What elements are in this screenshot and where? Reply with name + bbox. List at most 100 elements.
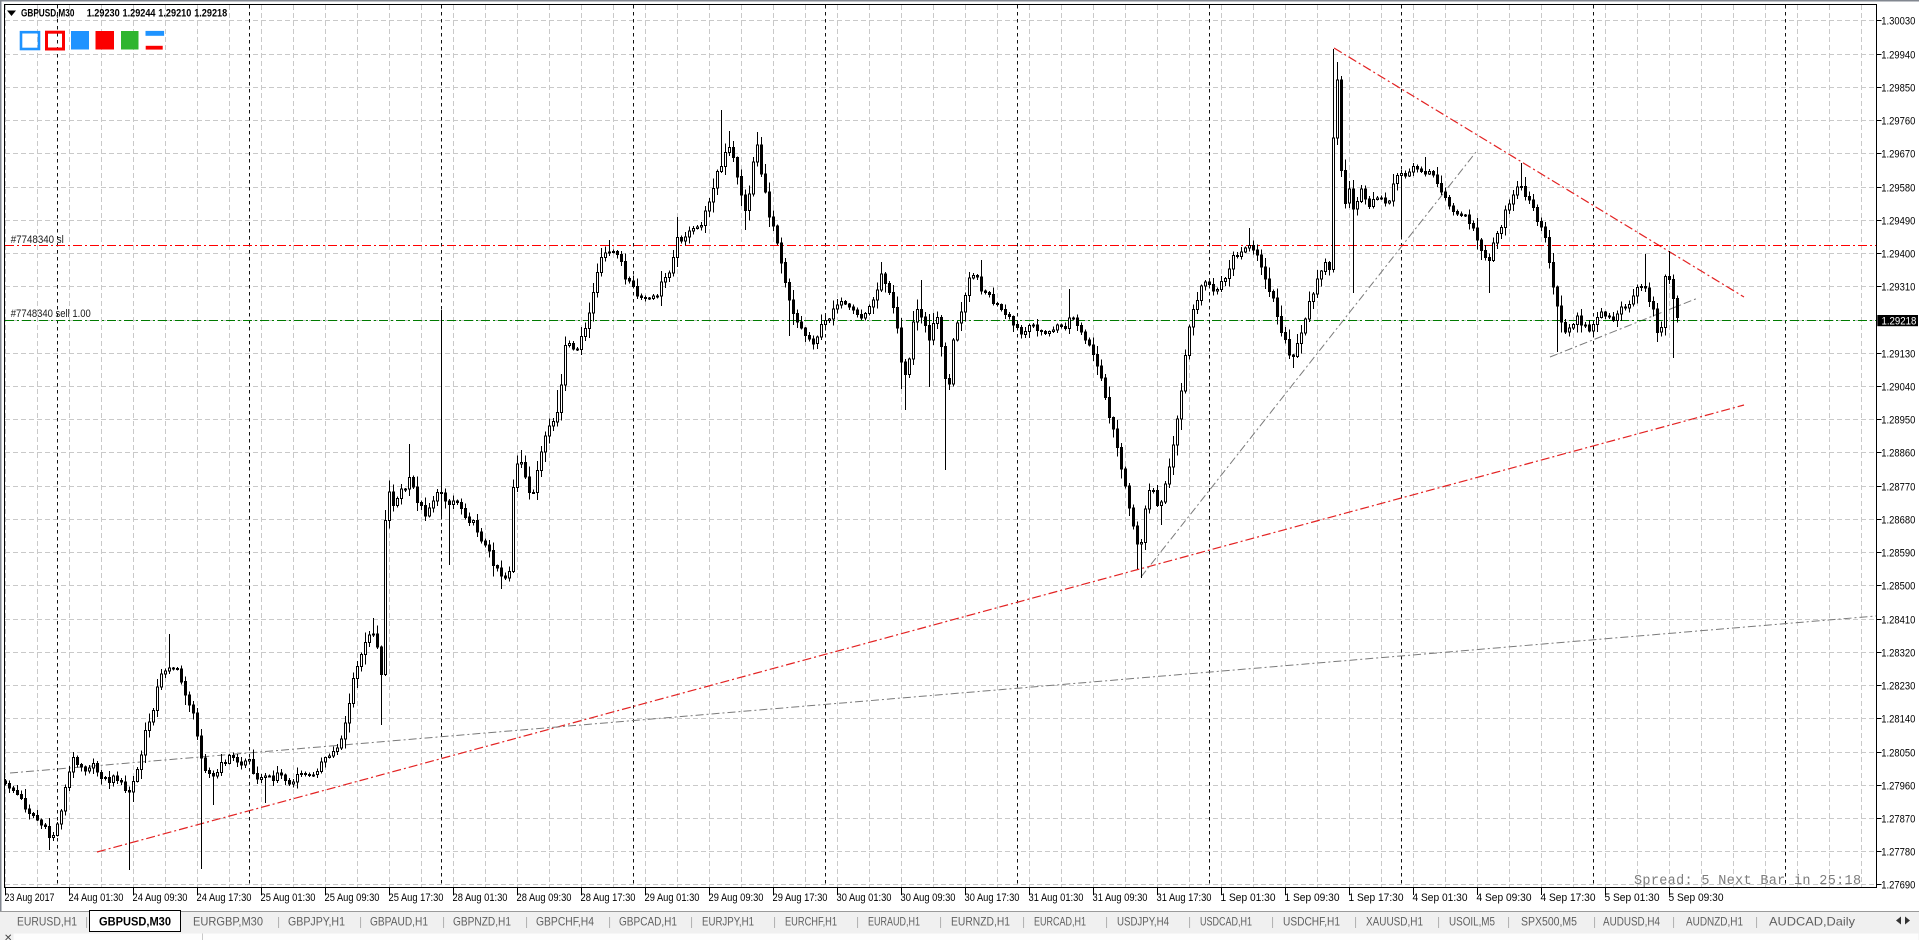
- svg-text:5 Sep 01:30: 5 Sep 01:30: [1605, 892, 1660, 904]
- svg-text:28 Aug 09:30: 28 Aug 09:30: [517, 892, 572, 904]
- svg-text:|: |: [1672, 915, 1675, 929]
- svg-text:|: |: [442, 915, 445, 929]
- svg-text:GBPJPY,H1: GBPJPY,H1: [288, 915, 345, 929]
- svg-text:|: |: [1271, 915, 1274, 929]
- svg-text:|: |: [525, 915, 528, 929]
- svg-text:5 Sep 09:30: 5 Sep 09:30: [1669, 892, 1724, 904]
- svg-text:1 Sep 09:30: 1 Sep 09:30: [1285, 892, 1340, 904]
- svg-text:1.29218: 1.29218: [1882, 316, 1917, 328]
- svg-text:|: |: [1188, 915, 1191, 929]
- svg-text:29 Aug 09:30: 29 Aug 09:30: [709, 892, 764, 904]
- svg-text:1.28410: 1.28410: [1881, 615, 1915, 627]
- svg-text:1.29850: 1.29850: [1881, 83, 1915, 95]
- svg-text:1.28860: 1.28860: [1881, 448, 1915, 460]
- svg-text:1.28230: 1.28230: [1881, 681, 1915, 693]
- svg-text:XAUUSD,H1: XAUUSD,H1: [1366, 915, 1423, 929]
- svg-text:1.28680: 1.28680: [1881, 515, 1915, 527]
- svg-text:4 Sep 09:30: 4 Sep 09:30: [1477, 892, 1532, 904]
- svg-text:25 Aug 01:30: 25 Aug 01:30: [261, 892, 316, 904]
- svg-text:1.29210: 1.29210: [158, 8, 191, 20]
- svg-text:24 Aug 01:30: 24 Aug 01:30: [69, 892, 124, 904]
- svg-text:EURJPY,H1: EURJPY,H1: [702, 915, 754, 929]
- svg-text:Spread: 5 Next Bar in 25:18: Spread: 5 Next Bar in 25:18: [1634, 874, 1861, 889]
- svg-text:USDCAD,H1: USDCAD,H1: [1200, 915, 1252, 929]
- svg-text:EURAUD,H1: EURAUD,H1: [868, 915, 920, 929]
- svg-text:#7748340 sl: #7748340 sl: [11, 234, 64, 246]
- svg-text:1.28770: 1.28770: [1881, 482, 1915, 494]
- svg-text:28 Aug 01:30: 28 Aug 01:30: [453, 892, 508, 904]
- svg-text:1.29940: 1.29940: [1881, 50, 1915, 62]
- svg-text:✕: ✕: [4, 933, 12, 940]
- svg-text:1.27780: 1.27780: [1881, 847, 1915, 859]
- svg-text:4 Sep 01:30: 4 Sep 01:30: [1413, 892, 1468, 904]
- svg-text:1.29310: 1.29310: [1881, 282, 1915, 294]
- svg-text:1.28320: 1.28320: [1881, 648, 1915, 660]
- svg-text:1.28950: 1.28950: [1881, 415, 1915, 427]
- svg-text:25 Aug 17:30: 25 Aug 17:30: [389, 892, 444, 904]
- svg-text:30 Aug 09:30: 30 Aug 09:30: [901, 892, 956, 904]
- svg-text:1.28500: 1.28500: [1881, 581, 1915, 593]
- svg-text:30 Aug 01:30: 30 Aug 01:30: [837, 892, 892, 904]
- svg-text:30 Aug 17:30: 30 Aug 17:30: [965, 892, 1020, 904]
- svg-text:|: |: [1105, 915, 1108, 929]
- svg-text:|: |: [85, 915, 88, 929]
- svg-text:4 Sep 17:30: 4 Sep 17:30: [1541, 892, 1596, 904]
- svg-text:1.29760: 1.29760: [1881, 116, 1915, 128]
- svg-text:1.29490: 1.29490: [1881, 216, 1915, 228]
- svg-text:|: |: [277, 915, 280, 929]
- svg-text:EURCAD,H1: EURCAD,H1: [1034, 915, 1086, 929]
- svg-text:|: |: [359, 915, 362, 929]
- svg-text:USDCHF,H1: USDCHF,H1: [1283, 915, 1340, 929]
- svg-text:|: |: [1022, 915, 1025, 929]
- svg-text:1.29130: 1.29130: [1881, 349, 1915, 361]
- svg-text:31 Aug 09:30: 31 Aug 09:30: [1093, 892, 1148, 904]
- svg-text:29 Aug 17:30: 29 Aug 17:30: [773, 892, 828, 904]
- svg-text:1 Sep 01:30: 1 Sep 01:30: [1221, 892, 1276, 904]
- svg-text:|: |: [1354, 915, 1357, 929]
- svg-text:USOIL,M5: USOIL,M5: [1449, 915, 1495, 929]
- svg-text:1.27690: 1.27690: [1881, 880, 1915, 892]
- svg-text:1.28590: 1.28590: [1881, 548, 1915, 560]
- svg-text:|: |: [773, 915, 776, 929]
- svg-text:24 Aug 09:30: 24 Aug 09:30: [133, 892, 188, 904]
- svg-text:1.28140: 1.28140: [1881, 714, 1915, 726]
- svg-text:GBPCAD,H1: GBPCAD,H1: [619, 915, 677, 929]
- svg-text:1.29218: 1.29218: [194, 8, 227, 20]
- svg-text:1.29580: 1.29580: [1881, 183, 1915, 195]
- svg-text:|: |: [608, 915, 611, 929]
- svg-text:1.27960: 1.27960: [1881, 781, 1915, 793]
- svg-text:|: |: [690, 915, 693, 929]
- svg-text:GBPNZD,H1: GBPNZD,H1: [453, 915, 511, 929]
- svg-text:GBPAUD,H1: GBPAUD,H1: [370, 915, 428, 929]
- svg-text:1.29244: 1.29244: [123, 8, 157, 20]
- svg-text:GBPCHF,H4: GBPCHF,H4: [536, 915, 594, 929]
- svg-text:1.30030: 1.30030: [1881, 16, 1915, 28]
- svg-text:28 Aug 17:30: 28 Aug 17:30: [581, 892, 636, 904]
- svg-text:1.29230: 1.29230: [87, 8, 120, 20]
- svg-text:|: |: [1507, 915, 1510, 929]
- svg-text:1 Sep 17:30: 1 Sep 17:30: [1349, 892, 1404, 904]
- svg-text:EURGBP,M30: EURGBP,M30: [193, 915, 263, 929]
- svg-text:AUDCAD,Daily: AUDCAD,Daily: [1769, 915, 1855, 929]
- svg-text:29 Aug 01:30: 29 Aug 01:30: [645, 892, 700, 904]
- svg-text:GBPUSD,M30: GBPUSD,M30: [99, 915, 171, 929]
- svg-text:1.29040: 1.29040: [1881, 382, 1915, 394]
- svg-text:#7748340 sell 1.00: #7748340 sell 1.00: [11, 308, 91, 320]
- svg-text:AUDNZD,H1: AUDNZD,H1: [1686, 915, 1743, 929]
- svg-text:31 Aug 01:30: 31 Aug 01:30: [1029, 892, 1084, 904]
- svg-text:31 Aug 17:30: 31 Aug 17:30: [1157, 892, 1212, 904]
- svg-text:|: |: [1437, 915, 1440, 929]
- svg-text:25 Aug 09:30: 25 Aug 09:30: [325, 892, 380, 904]
- svg-text:GBPUSD,M30: GBPUSD,M30: [21, 8, 74, 20]
- svg-text:24 Aug 17:30: 24 Aug 17:30: [197, 892, 252, 904]
- svg-text:|: |: [939, 915, 942, 929]
- svg-text:1.29670: 1.29670: [1881, 149, 1915, 161]
- svg-text:|: |: [1755, 915, 1758, 929]
- svg-text:USDJPY,H4: USDJPY,H4: [1117, 915, 1169, 929]
- svg-text:|: |: [1593, 915, 1596, 929]
- svg-text:1.27870: 1.27870: [1881, 814, 1915, 826]
- svg-text:|: |: [856, 915, 859, 929]
- svg-text:EURUSD,H1: EURUSD,H1: [17, 915, 77, 929]
- svg-text:SPX500,M5: SPX500,M5: [1521, 915, 1577, 929]
- svg-text:AUDUSD,H4: AUDUSD,H4: [1603, 915, 1660, 929]
